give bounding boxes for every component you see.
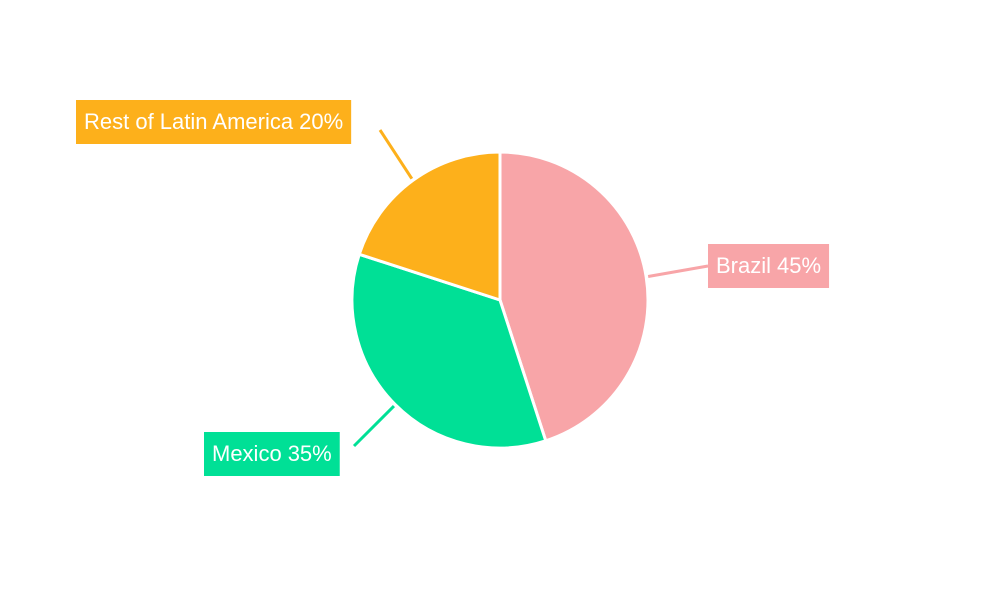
pie-slice xyxy=(498,150,650,443)
slice-label: Mexico 35% xyxy=(204,432,340,476)
label-value: 20% xyxy=(299,109,343,134)
pie-slice xyxy=(350,252,548,450)
label-text: Mexico 35% xyxy=(212,441,332,466)
leader-line xyxy=(378,129,414,180)
label-value: 45% xyxy=(777,253,821,278)
slice-label: Brazil 45% xyxy=(708,244,830,288)
label-category: Mexico xyxy=(212,441,282,466)
leader-line xyxy=(647,264,709,279)
slice-label: Rest of Latin America 20% xyxy=(76,100,352,144)
leader-line xyxy=(352,405,395,448)
label-text: Rest of Latin America 20% xyxy=(84,109,343,134)
label-value: 35% xyxy=(288,441,332,466)
label-category: Brazil xyxy=(716,253,771,278)
label-text: Brazil 45% xyxy=(716,253,821,278)
label-box xyxy=(76,100,352,144)
pie-slice xyxy=(357,150,502,303)
label-box xyxy=(204,432,340,476)
label-box xyxy=(708,244,830,288)
label-category: Rest of Latin America xyxy=(84,109,294,134)
